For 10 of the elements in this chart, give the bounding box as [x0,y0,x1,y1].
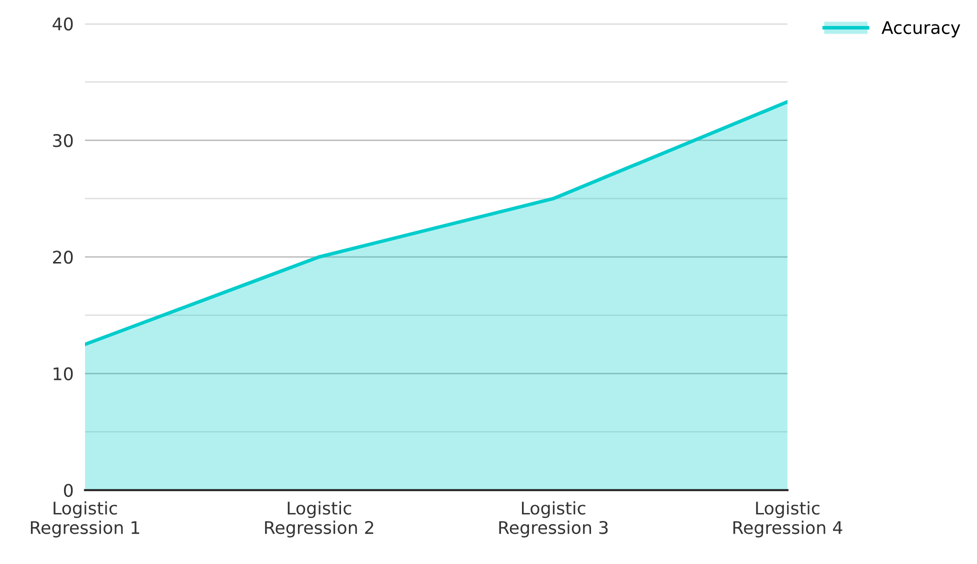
y-tick-label: 30 [53,134,73,148]
legend-label: Accuracy [882,21,960,38]
y-tick-label: 40 [52,17,73,31]
x-tick-label: Logistic Regression 3 [499,501,608,538]
y-tick-label: 0 [64,484,73,497]
y-tick-label: 20 [53,250,73,264]
x-tick-label: Logistic Regression 1 [30,501,140,538]
y-tick-label: 10 [54,367,73,380]
x-tick-label: Logistic Regression 4 [733,501,842,538]
x-tick-label: Logistic Regression 2 [265,501,374,538]
